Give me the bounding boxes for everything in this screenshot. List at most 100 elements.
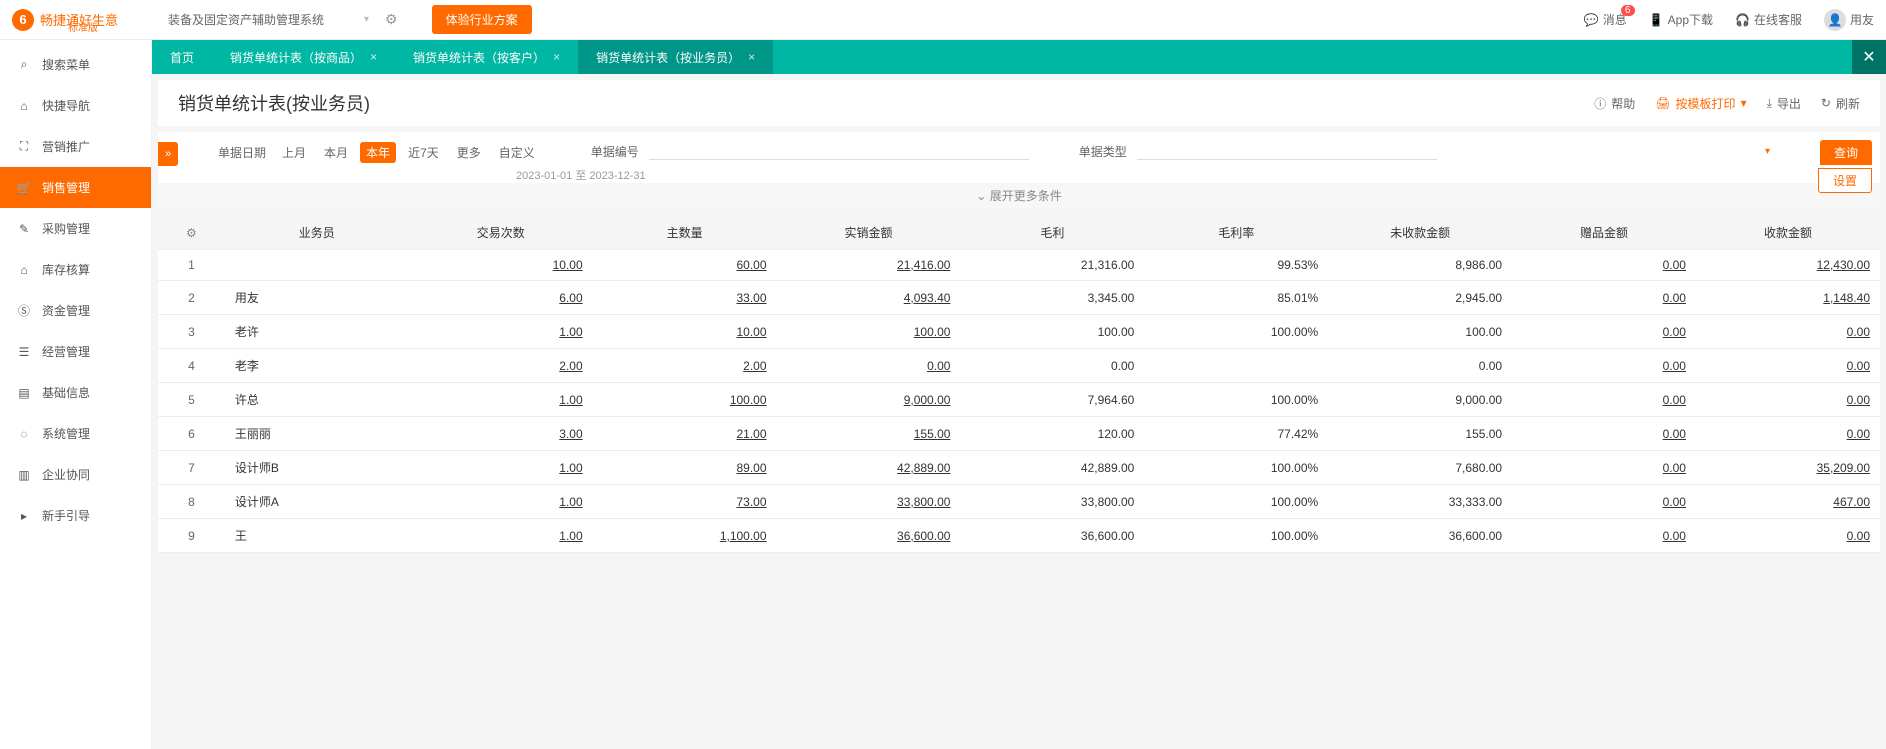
gear-icon[interactable]: ⚙ [186, 226, 197, 240]
cell-amt[interactable]: 4,093.40 [777, 281, 961, 315]
cell-qty[interactable]: 1,100.00 [593, 519, 777, 553]
cta-button[interactable]: 体验行业方案 [432, 5, 532, 34]
cell-gift[interactable]: 0.00 [1512, 451, 1696, 485]
cell-qty[interactable]: 10.00 [593, 315, 777, 349]
cell-qty[interactable]: 33.00 [593, 281, 777, 315]
date-pill-1[interactable]: 本月 [318, 142, 354, 163]
cell-tx[interactable]: 1.00 [409, 451, 593, 485]
table-row[interactable]: 110.0060.0021,416.0021,316.0099.53%8,986… [158, 250, 1880, 281]
col-4[interactable]: 实销金额 [777, 216, 961, 250]
sidebar-item-3[interactable]: 🛒销售管理 [0, 167, 151, 208]
cell-gift[interactable]: 0.00 [1512, 281, 1696, 315]
cell-amt[interactable]: 0.00 [777, 349, 961, 383]
date-pill-2[interactable]: 本年 [360, 142, 396, 163]
sidebar-item-7[interactable]: ☰经营管理 [0, 331, 151, 372]
sidebar-item-11[interactable]: ▸新手引导 [0, 495, 151, 536]
col-3[interactable]: 主数量 [593, 216, 777, 250]
table-row[interactable]: 4老李2.002.000.000.000.000.000.00 [158, 349, 1880, 383]
close-icon[interactable]: × [748, 50, 755, 64]
cell-recv[interactable]: 0.00 [1696, 519, 1880, 553]
date-pill-4[interactable]: 更多 [451, 142, 487, 163]
cell-tx[interactable]: 1.00 [409, 383, 593, 417]
system-selector[interactable]: 装备及固定资产辅助管理系统 ▾ ⚙ [152, 11, 414, 28]
cell-recv[interactable]: 0.00 [1696, 315, 1880, 349]
user-menu[interactable]: 👤 用友 [1824, 9, 1874, 31]
cell-amt[interactable]: 100.00 [777, 315, 961, 349]
gear-icon[interactable]: ⚙ [385, 11, 398, 28]
print-button[interactable]: 🖨按模板打印 ▾ [1655, 95, 1746, 112]
expand-filters[interactable]: ⌄ 展开更多条件 [158, 183, 1880, 208]
sidebar-item-2[interactable]: ⛶营销推广 [0, 126, 151, 167]
tab-0[interactable]: 首页 [152, 40, 212, 74]
col-9[interactable]: 收款金额 [1696, 216, 1880, 250]
type-input[interactable] [1137, 142, 1437, 160]
cell-recv[interactable]: 0.00 [1696, 417, 1880, 451]
cell-qty[interactable]: 60.00 [593, 250, 777, 281]
messages-link[interactable]: 💬 消息 6 [1584, 11, 1627, 28]
col-0[interactable]: ⚙ [158, 216, 225, 250]
export-button[interactable]: ⤓导出 [1767, 95, 1801, 112]
table-row[interactable]: 8设计师A1.0073.0033,800.0033,800.00100.00%3… [158, 485, 1880, 519]
col-6[interactable]: 毛利率 [1144, 216, 1328, 250]
close-icon[interactable]: × [370, 50, 377, 64]
cell-gift[interactable]: 0.00 [1512, 383, 1696, 417]
cell-gift[interactable]: 0.00 [1512, 485, 1696, 519]
col-2[interactable]: 交易次数 [409, 216, 593, 250]
code-input[interactable] [649, 142, 1029, 160]
cell-qty[interactable]: 2.00 [593, 349, 777, 383]
tab-1[interactable]: 销货单统计表（按商品）× [212, 40, 395, 74]
date-pill-3[interactable]: 近7天 [402, 142, 445, 163]
date-pill-5[interactable]: 自定义 [493, 142, 541, 163]
close-icon[interactable]: × [553, 50, 560, 64]
cell-amt[interactable]: 42,889.00 [777, 451, 961, 485]
tab-3[interactable]: 销货单统计表（按业务员）× [578, 40, 773, 74]
cell-qty[interactable]: 73.00 [593, 485, 777, 519]
cell-amt[interactable]: 21,416.00 [777, 250, 961, 281]
col-1[interactable]: 业务员 [225, 216, 409, 250]
cell-gift[interactable]: 0.00 [1512, 417, 1696, 451]
cell-qty[interactable]: 100.00 [593, 383, 777, 417]
cell-tx[interactable]: 6.00 [409, 281, 593, 315]
col-5[interactable]: 毛利 [960, 216, 1144, 250]
cell-qty[interactable]: 21.00 [593, 417, 777, 451]
refresh-button[interactable]: ↻刷新 [1821, 95, 1860, 112]
cell-gift[interactable]: 0.00 [1512, 315, 1696, 349]
sidebar-item-5[interactable]: ⌂库存核算 [0, 249, 151, 290]
table-row[interactable]: 7设计师B1.0089.0042,889.0042,889.00100.00%7… [158, 451, 1880, 485]
cell-gift[interactable]: 0.00 [1512, 250, 1696, 281]
cell-amt[interactable]: 36,600.00 [777, 519, 961, 553]
table-row[interactable]: 2用友6.0033.004,093.403,345.0085.01%2,945.… [158, 281, 1880, 315]
col-8[interactable]: 赠品金额 [1512, 216, 1696, 250]
cell-recv[interactable]: 35,209.00 [1696, 451, 1880, 485]
cell-tx[interactable]: 1.00 [409, 519, 593, 553]
cell-tx[interactable]: 1.00 [409, 485, 593, 519]
cell-recv[interactable]: 12,430.00 [1696, 250, 1880, 281]
sidebar-item-0[interactable]: ⌕搜索菜单 [0, 44, 151, 85]
sidebar-item-1[interactable]: ⌂快捷导航 [0, 85, 151, 126]
collapse-filter-toggle[interactable]: » [158, 142, 178, 166]
cell-amt[interactable]: 155.00 [777, 417, 961, 451]
cell-tx[interactable]: 2.00 [409, 349, 593, 383]
cell-recv[interactable]: 0.00 [1696, 349, 1880, 383]
cell-tx[interactable]: 3.00 [409, 417, 593, 451]
cell-recv[interactable]: 0.00 [1696, 383, 1880, 417]
table-row[interactable]: 6王丽丽3.0021.00155.00120.0077.42%155.000.0… [158, 417, 1880, 451]
cell-amt[interactable]: 9,000.00 [777, 383, 961, 417]
table-row[interactable]: 5许总1.00100.009,000.007,964.60100.00%9,00… [158, 383, 1880, 417]
app-download-link[interactable]: 📱 App下载 [1649, 11, 1713, 28]
sidebar-item-10[interactable]: ▥企业协同 [0, 454, 151, 495]
cell-gift[interactable]: 0.00 [1512, 349, 1696, 383]
col-7[interactable]: 未收款金额 [1328, 216, 1512, 250]
date-pill-0[interactable]: 上月 [276, 142, 312, 163]
cell-tx[interactable]: 1.00 [409, 315, 593, 349]
cell-gift[interactable]: 0.00 [1512, 519, 1696, 553]
cell-recv[interactable]: 1,148.40 [1696, 281, 1880, 315]
help-button[interactable]: ⓘ帮助 [1594, 95, 1635, 112]
sidebar-item-6[interactable]: Ⓢ资金管理 [0, 290, 151, 331]
query-button[interactable]: 查询 [1820, 140, 1872, 165]
cell-recv[interactable]: 467.00 [1696, 485, 1880, 519]
table-row[interactable]: 3老许1.0010.00100.00100.00100.00%100.000.0… [158, 315, 1880, 349]
settings-button[interactable]: 设置 [1818, 168, 1872, 193]
sidebar-item-8[interactable]: ▤基础信息 [0, 372, 151, 413]
sidebar-item-9[interactable]: ◌系统管理 [0, 413, 151, 454]
